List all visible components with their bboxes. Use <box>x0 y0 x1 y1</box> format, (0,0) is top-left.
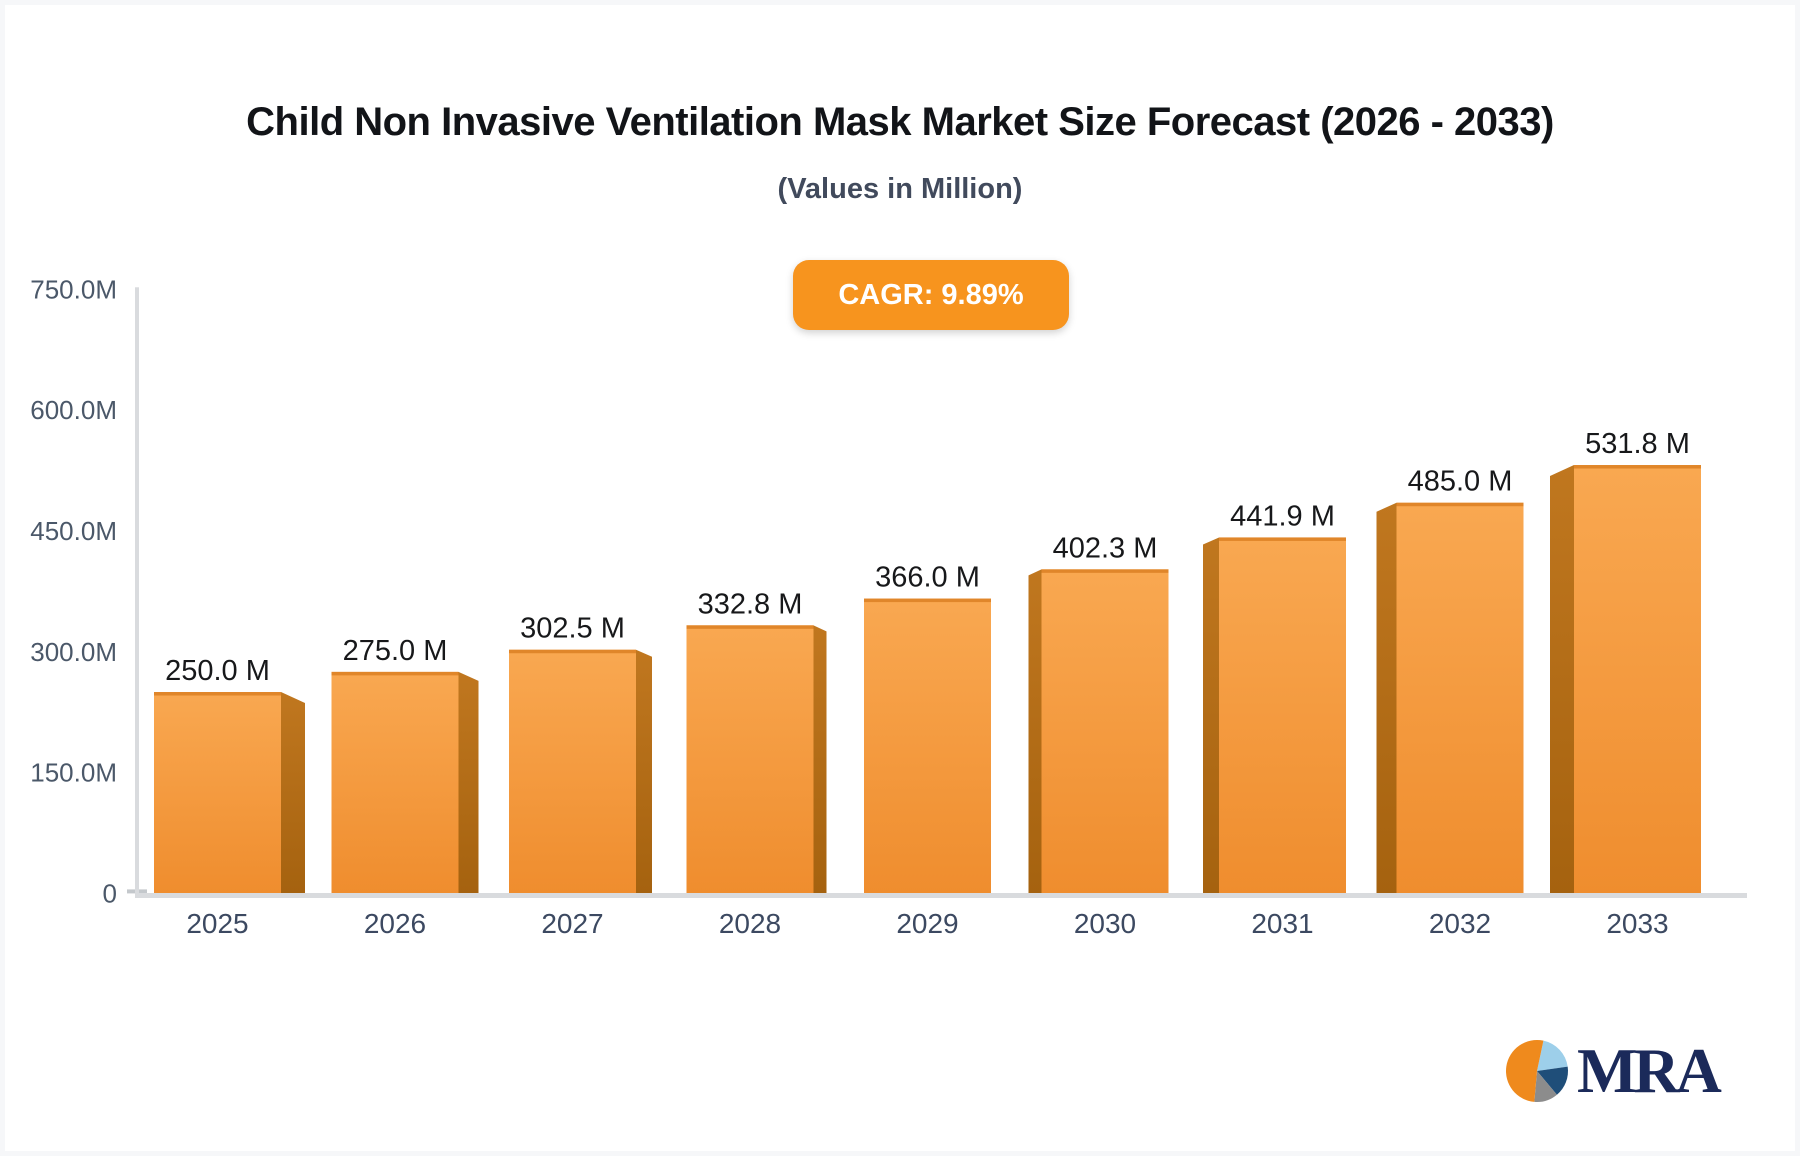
bar-value-label: 485.0 M <box>1408 466 1513 498</box>
y-axis-line <box>135 287 139 896</box>
brand-logo: MRA <box>1505 1035 1722 1106</box>
bar-2025 <box>154 692 281 894</box>
bar-top-edge-2028 <box>686 625 814 629</box>
y-axis-tick-label: 450.0M <box>30 516 117 546</box>
x-axis-tick-label: 2030 <box>1074 908 1136 939</box>
bar-top-edge-2025 <box>154 692 281 696</box>
bar-value-label: 250.0 M <box>165 655 270 687</box>
logo-text: MRA <box>1577 1035 1722 1106</box>
bar-side-2028 <box>813 625 827 894</box>
bar-top-edge-2027 <box>509 649 636 654</box>
bar-2027 <box>509 649 636 894</box>
logo-pie-icon <box>1506 1040 1568 1102</box>
bar-side-2032 <box>1376 502 1397 894</box>
cagr-badge-label: CAGR: 9.89% <box>838 278 1024 311</box>
y-axis-tick-label: 0 <box>103 878 117 908</box>
bar-top-edge-2031 <box>1219 537 1346 541</box>
logo-pie-slice-navy <box>1537 1066 1568 1095</box>
logo-pie-slice-lightblue <box>1537 1040 1568 1071</box>
logo-pie-slice-gray <box>1534 1071 1557 1102</box>
bar-top-edge-2033 <box>1574 465 1701 469</box>
bar-value-label: 441.9 M <box>1230 500 1335 532</box>
bar-2028 <box>686 625 814 894</box>
x-axis-line <box>135 893 1747 898</box>
x-axis-tick-label: 2026 <box>364 908 426 939</box>
y-axis-tick-label: 150.0M <box>30 758 117 788</box>
bar-2030 <box>1041 569 1169 894</box>
bar-value-label: 366.0 M <box>875 562 980 594</box>
x-axis-tick-label: 2032 <box>1429 908 1491 939</box>
bar-side-2033 <box>1550 465 1574 894</box>
bar-2033 <box>1574 465 1701 894</box>
bar-side-2027 <box>636 649 652 894</box>
bar-top-edge-2026 <box>331 671 459 676</box>
chart-subtitle: (Values in Million) <box>777 173 1023 205</box>
y-axis-tick-label: 300.0M <box>30 637 117 667</box>
bar-top-edge-2030 <box>1041 569 1169 573</box>
bar-2031 <box>1219 537 1346 894</box>
logo-pie-slice-orange <box>1506 1040 1544 1102</box>
bar-2032 <box>1396 502 1524 894</box>
x-axis-tick-label: 2025 <box>186 908 248 939</box>
bar-value-label: 275.0 M <box>343 635 448 667</box>
bar-2026 <box>331 671 459 894</box>
bar-value-label: 302.5 M <box>520 613 625 645</box>
bar-side-2026 <box>458 671 479 894</box>
bar-top-edge-2029 <box>864 598 991 603</box>
cagr-badge: CAGR: 9.89% <box>793 260 1069 330</box>
bar-2029 <box>864 598 991 894</box>
bar-value-label: 531.8 M <box>1585 428 1690 460</box>
bar-side-2031 <box>1203 537 1219 894</box>
y-axis-tick-label: 600.0M <box>30 395 117 425</box>
x-axis-tick-label: 2027 <box>541 908 603 939</box>
bar-value-label: 332.8 M <box>698 588 803 620</box>
x-axis-tick-label: 2029 <box>896 908 958 939</box>
bar-top-edge-2032 <box>1396 502 1524 507</box>
x-axis-tick-label: 2031 <box>1251 908 1313 939</box>
bar-value-label: 402.3 M <box>1053 532 1158 564</box>
x-axis-tick-label: 2033 <box>1606 908 1668 939</box>
chart-title: Child Non Invasive Ventilation Mask Mark… <box>246 100 1554 144</box>
x-axis-tick-label: 2028 <box>719 908 781 939</box>
bar-side-2030 <box>1028 569 1042 894</box>
bar-side-2025 <box>281 692 305 894</box>
y-axis-tick-label: 750.0M <box>30 274 117 304</box>
chart-canvas: 0 150.0M 300.0M 450.0M 600.0M 750.0M 250.0 M 27… <box>30 274 1747 939</box>
